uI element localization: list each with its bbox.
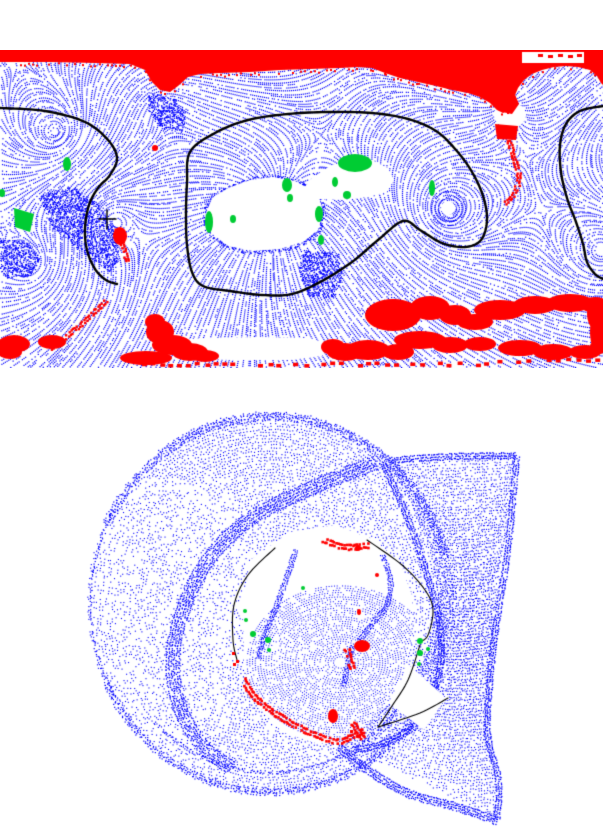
streamline-map-panel: [0, 50, 603, 368]
manifold-shell-panel: [0, 410, 603, 831]
